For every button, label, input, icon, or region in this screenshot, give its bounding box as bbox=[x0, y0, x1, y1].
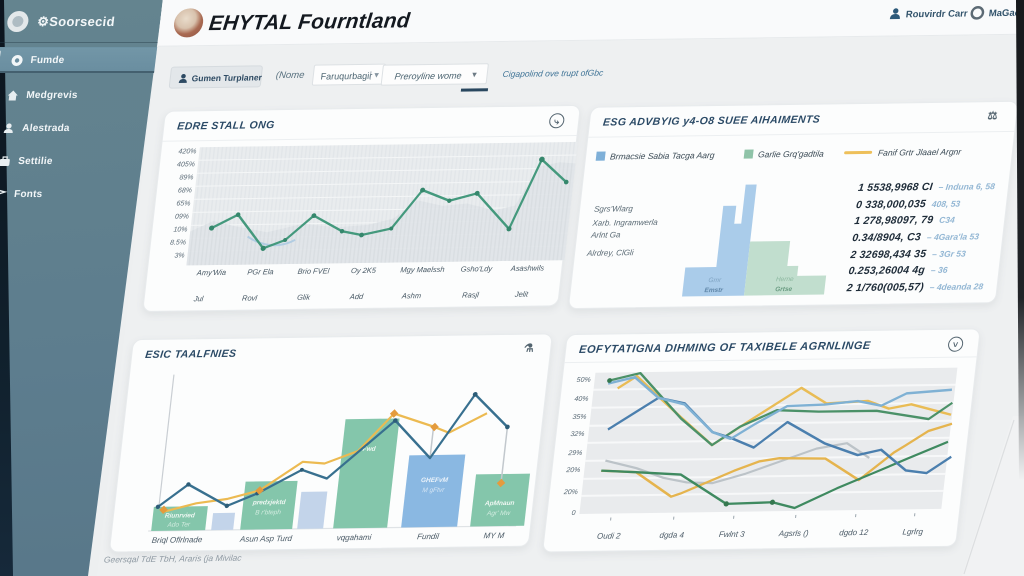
svg-text:Amy'Wia: Amy'Wia bbox=[195, 268, 226, 277]
svg-text:20%: 20% bbox=[565, 467, 581, 474]
svg-text:B r'bteph: B r'bteph bbox=[255, 509, 282, 516]
svg-text:PGr Ela: PGr Ela bbox=[247, 267, 274, 276]
svg-text:405%: 405% bbox=[177, 161, 196, 168]
svg-text:Fundil: Fundil bbox=[417, 532, 440, 541]
svg-text:89%: 89% bbox=[179, 174, 194, 181]
svg-text:Garlie Grq'gadtila: Garlie Grq'gadtila bbox=[758, 149, 825, 160]
svg-text:0: 0 bbox=[571, 510, 576, 517]
svg-text:Rasjl: Rasjl bbox=[462, 290, 480, 299]
svg-text:Briql Oflrlnade: Briql Oflrlnade bbox=[151, 535, 203, 545]
svg-text:Xarb. Ingramwerla: Xarb. Ingramwerla bbox=[591, 218, 659, 228]
svg-text:Fwd: Fwd bbox=[362, 446, 377, 453]
svg-text:Sgrs'Wlarg: Sgrs'Wlarg bbox=[594, 204, 634, 214]
svg-text:Riunrvied: Riunrvied bbox=[164, 512, 196, 519]
svg-text:Fwlnt 3: Fwlnt 3 bbox=[718, 530, 745, 539]
svg-text:Jul: Jul bbox=[192, 294, 204, 303]
svg-text:Agsrls (): Agsrls () bbox=[777, 529, 809, 538]
svg-text:vqgahami: vqgahami bbox=[336, 533, 372, 542]
svg-text:Emstr: Emstr bbox=[704, 287, 724, 294]
svg-text:Oy 2K5: Oy 2K5 bbox=[351, 266, 378, 275]
svg-text:M gFtvr: M gFtvr bbox=[422, 487, 446, 494]
svg-text:Ashm: Ashm bbox=[400, 291, 421, 300]
svg-text:420%: 420% bbox=[178, 148, 197, 155]
svg-text:Herne: Herne bbox=[776, 276, 795, 283]
svg-text:32%: 32% bbox=[570, 431, 585, 438]
svg-text:10%: 10% bbox=[173, 226, 188, 233]
svg-text:68%: 68% bbox=[178, 187, 193, 194]
svg-text:Fanif Grtr Jlaael Argnr: Fanif Grtr Jlaael Argnr bbox=[878, 147, 963, 158]
svg-text:ApMnaun: ApMnaun bbox=[484, 500, 515, 507]
svg-text:Glik: Glik bbox=[297, 293, 312, 302]
svg-text:Asun Asp Turd: Asun Asp Turd bbox=[239, 534, 293, 544]
svg-text:Oudi 2: Oudi 2 bbox=[597, 531, 622, 540]
svg-text:50%: 50% bbox=[576, 377, 591, 384]
svg-text:09%: 09% bbox=[175, 213, 190, 220]
svg-text:Arlnt Ga: Arlnt Ga bbox=[590, 230, 622, 239]
svg-text:29%: 29% bbox=[567, 450, 583, 457]
svg-text:Asashwils: Asashwils bbox=[509, 263, 545, 272]
svg-text:Rovl: Rovl bbox=[242, 293, 258, 302]
svg-text:Gmr: Gmr bbox=[708, 277, 722, 284]
svg-text:Add: Add bbox=[348, 292, 364, 301]
svg-text:GHEFvM: GHEFvM bbox=[421, 477, 449, 484]
svg-text:8.5%: 8.5% bbox=[170, 239, 187, 246]
svg-text:dgdo 12: dgdo 12 bbox=[839, 528, 869, 537]
svg-text:Grtse: Grtse bbox=[775, 286, 793, 293]
svg-text:dgda 4: dgda 4 bbox=[659, 531, 685, 540]
svg-text:Alrdrey, ClGli: Alrdrey, ClGli bbox=[586, 248, 635, 258]
svg-text:Agr' Mw: Agr' Mw bbox=[486, 510, 512, 517]
svg-text:40%: 40% bbox=[574, 396, 589, 403]
svg-text:MY M: MY M bbox=[483, 531, 505, 540]
svg-text:Gsho'Ldy: Gsho'Ldy bbox=[460, 264, 494, 273]
svg-text:65%: 65% bbox=[176, 200, 191, 207]
svg-text:35%: 35% bbox=[572, 414, 587, 421]
svg-text:Brmacsie Sabia Tacga Aarg: Brmacsie Sabia Tacga Aarg bbox=[610, 150, 716, 161]
svg-text:Ado Ter: Ado Ter bbox=[166, 521, 191, 528]
svg-text:Mgy Maelssh: Mgy Maelssh bbox=[400, 265, 445, 275]
svg-text:3%: 3% bbox=[174, 252, 185, 259]
svg-text:predxjektd: predxjektd bbox=[251, 499, 287, 506]
svg-text:Lgrlrg: Lgrlrg bbox=[902, 527, 924, 536]
svg-text:Brio FVEl: Brio FVEl bbox=[297, 266, 330, 275]
svg-text:20%: 20% bbox=[562, 489, 578, 496]
svg-text:Jelit: Jelit bbox=[513, 290, 529, 299]
